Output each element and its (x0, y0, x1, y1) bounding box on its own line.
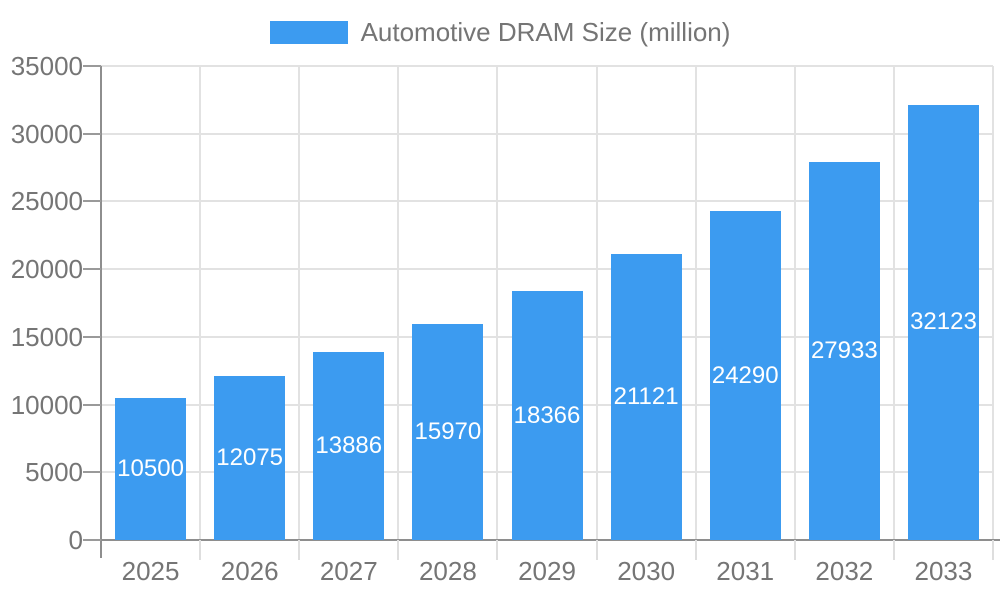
y-axis-tick (83, 65, 101, 67)
bar-value-label: 15970 (414, 417, 482, 445)
bar-2026: 12075 (214, 376, 286, 540)
x-gridline (595, 66, 598, 540)
x-axis-label-2025: 2025 (121, 556, 180, 586)
x-gridline (694, 66, 697, 540)
x-gridline (992, 66, 994, 540)
y-axis-tick (83, 132, 101, 135)
bar-value-label: 12075 (216, 444, 284, 472)
y-gridline (101, 65, 993, 67)
x-axis-tick (694, 540, 697, 560)
bar-2027: 13886 (313, 351, 385, 540)
y-axis-tick (83, 268, 101, 271)
x-axis-label-2027: 2027 (319, 556, 378, 586)
y-gridline (101, 200, 993, 203)
legend-swatch (269, 20, 348, 44)
y-axis-label: 5000 (25, 457, 83, 488)
bar-2029: 18366 (511, 291, 583, 540)
x-axis-tick (892, 540, 895, 560)
bar-2031: 24290 (709, 211, 781, 540)
bar-value-label: 13886 (315, 431, 383, 459)
bar-value-label: 27933 (810, 336, 878, 364)
bar-value-label: 18366 (513, 401, 581, 429)
x-axis-label-2033: 2033 (914, 556, 973, 586)
y-gridline (101, 132, 993, 135)
y-axis-label: 15000 (10, 321, 83, 352)
y-axis-line (100, 66, 102, 558)
y-axis-tick (83, 200, 101, 203)
x-axis-label-2032: 2032 (815, 556, 874, 586)
y-axis-label: 30000 (10, 118, 83, 149)
x-axis-tick (199, 540, 202, 560)
bar-value-label: 10500 (117, 454, 184, 482)
x-axis-label-2026: 2026 (220, 556, 279, 586)
y-axis-tick (83, 335, 101, 338)
x-axis-tick (595, 540, 598, 560)
x-gridline (496, 66, 499, 540)
x-gridline (199, 66, 202, 540)
y-axis-label: 0 (68, 525, 83, 555)
x-axis-tick (397, 540, 400, 560)
bar-value-label: 21121 (613, 382, 679, 410)
y-gridline (101, 268, 993, 271)
bar-2032: 27933 (808, 161, 880, 540)
legend-label: Automotive DRAM Size (million) (360, 16, 731, 47)
y-axis-tick (83, 403, 101, 406)
x-gridline (298, 66, 301, 540)
x-axis-tick (992, 540, 994, 560)
y-axis-label: 35000 (10, 51, 83, 81)
y-axis-label: 25000 (10, 186, 83, 217)
y-axis-label: 20000 (10, 254, 83, 285)
x-axis-tick (793, 540, 796, 560)
x-gridline (793, 66, 796, 540)
bar-value-label: 32123 (910, 308, 977, 336)
legend[interactable]: Automotive DRAM Size (million) (0, 16, 1000, 48)
x-gridline (397, 66, 400, 540)
bar-2033: 32123 (907, 104, 979, 540)
x-axis-label-2030: 2030 (617, 556, 676, 586)
x-axis-tick (298, 540, 301, 560)
bar-2030: 21121 (610, 253, 682, 540)
bar-value-label: 24290 (711, 361, 779, 389)
x-axis-line (83, 539, 1000, 541)
y-axis-tick (83, 539, 101, 541)
x-axis-tick (496, 540, 499, 560)
y-axis-label: 10000 (10, 389, 83, 420)
x-axis-label-2029: 2029 (518, 556, 576, 586)
bar-2025: 10500 (115, 397, 187, 540)
x-axis-label-2028: 2028 (418, 556, 477, 586)
x-axis-label-2031: 2031 (716, 556, 775, 586)
y-axis-tick (83, 471, 101, 474)
bar-2028: 15970 (412, 323, 484, 540)
x-gridline (892, 66, 895, 540)
